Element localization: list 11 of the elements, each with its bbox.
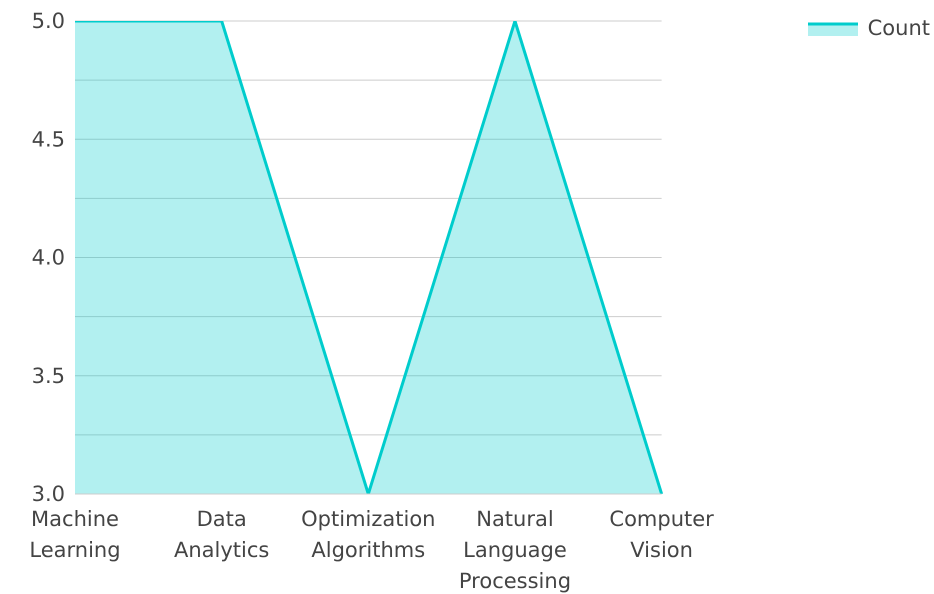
x-tick-label: Data Analytics: [174, 507, 270, 562]
y-tick-label: 4.0: [32, 246, 65, 270]
x-tick-label: Natural Language Processing: [458, 507, 572, 593]
y-tick-label: 5.0: [32, 9, 65, 33]
y-tick-label: 4.5: [32, 127, 65, 152]
x-tick-label: Computer Vision: [609, 507, 714, 562]
y-tick-label: 3.0: [32, 482, 65, 506]
legend-label: Count: [868, 16, 930, 40]
x-tick-label: Optimization Algorithms: [301, 507, 436, 562]
x-tick-label: Machine Learning: [29, 507, 121, 562]
y-tick-label: 3.5: [32, 364, 65, 388]
